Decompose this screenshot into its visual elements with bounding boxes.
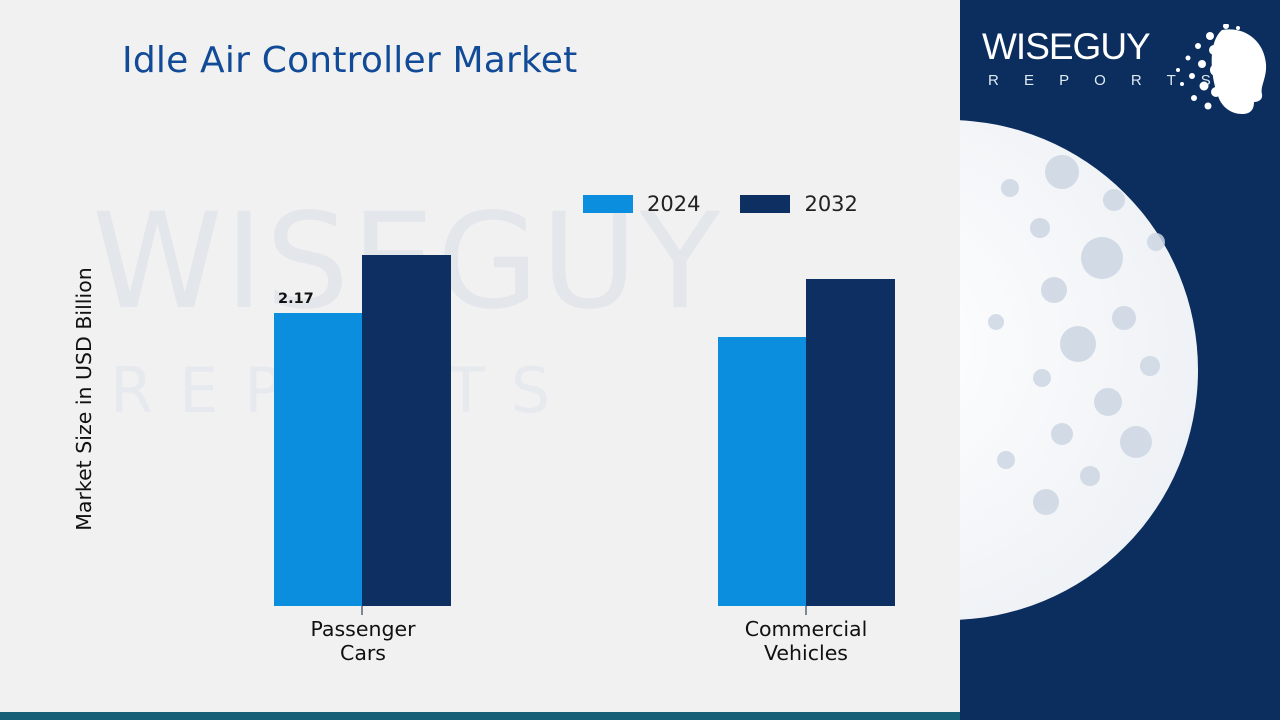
x-axis-tick-commercial-vehicles	[805, 606, 807, 615]
logo-head-dots-icon	[1170, 23, 1270, 116]
category-label-commercial-vehicles: Commercial Vehicles	[696, 618, 916, 666]
bottom-accent-strip	[0, 712, 960, 720]
bubble-cluster-graphic	[960, 130, 1230, 610]
legend-label-2032: 2032	[804, 192, 858, 216]
bar-2032-commercial-vehicles[interactable]	[806, 279, 895, 606]
page-title: Idle Air Controller Market	[122, 40, 578, 81]
bar-2032-passenger-cars[interactable]	[362, 255, 451, 606]
brand-logo-word: WISEGUY	[982, 26, 1151, 67]
category-label-commercial-vehicles-line1: Commercial	[744, 617, 868, 642]
category-label-commercial-vehicles-line2: Vehicles	[764, 641, 848, 666]
y-axis-title: Market Size in USD Billion	[72, 267, 96, 531]
legend-swatch-2032	[740, 195, 791, 213]
category-label-passenger-cars-line2: Cars	[340, 641, 386, 666]
bar-2024-commercial-vehicles[interactable]	[718, 337, 806, 606]
category-label-passenger-cars-line1: Passenger	[310, 617, 416, 642]
plot-area: 2.17 Passenger Cars Commercial Vehicles	[253, 255, 916, 666]
brand-logo-subtitle: R E P O R T S	[988, 72, 1222, 89]
bar-2024-passenger-cars[interactable]	[274, 313, 362, 606]
legend-label-2024: 2024	[647, 192, 701, 216]
brand-panel: WISEGUY R E P O R T S	[960, 0, 1280, 720]
brand-logo: WISEGUY R E P O R T S	[982, 23, 1267, 120]
legend-item-2032[interactable]: 2032	[740, 192, 858, 216]
bar-value-2024-passenger-cars: 2.17	[278, 291, 314, 307]
chart-legend: 2024 2032	[583, 192, 858, 216]
category-label-passenger-cars: Passenger Cars	[253, 618, 473, 666]
legend-item-2024[interactable]: 2024	[583, 192, 700, 216]
legend-swatch-2024	[583, 195, 633, 213]
x-axis-tick-passenger-cars	[361, 606, 363, 615]
